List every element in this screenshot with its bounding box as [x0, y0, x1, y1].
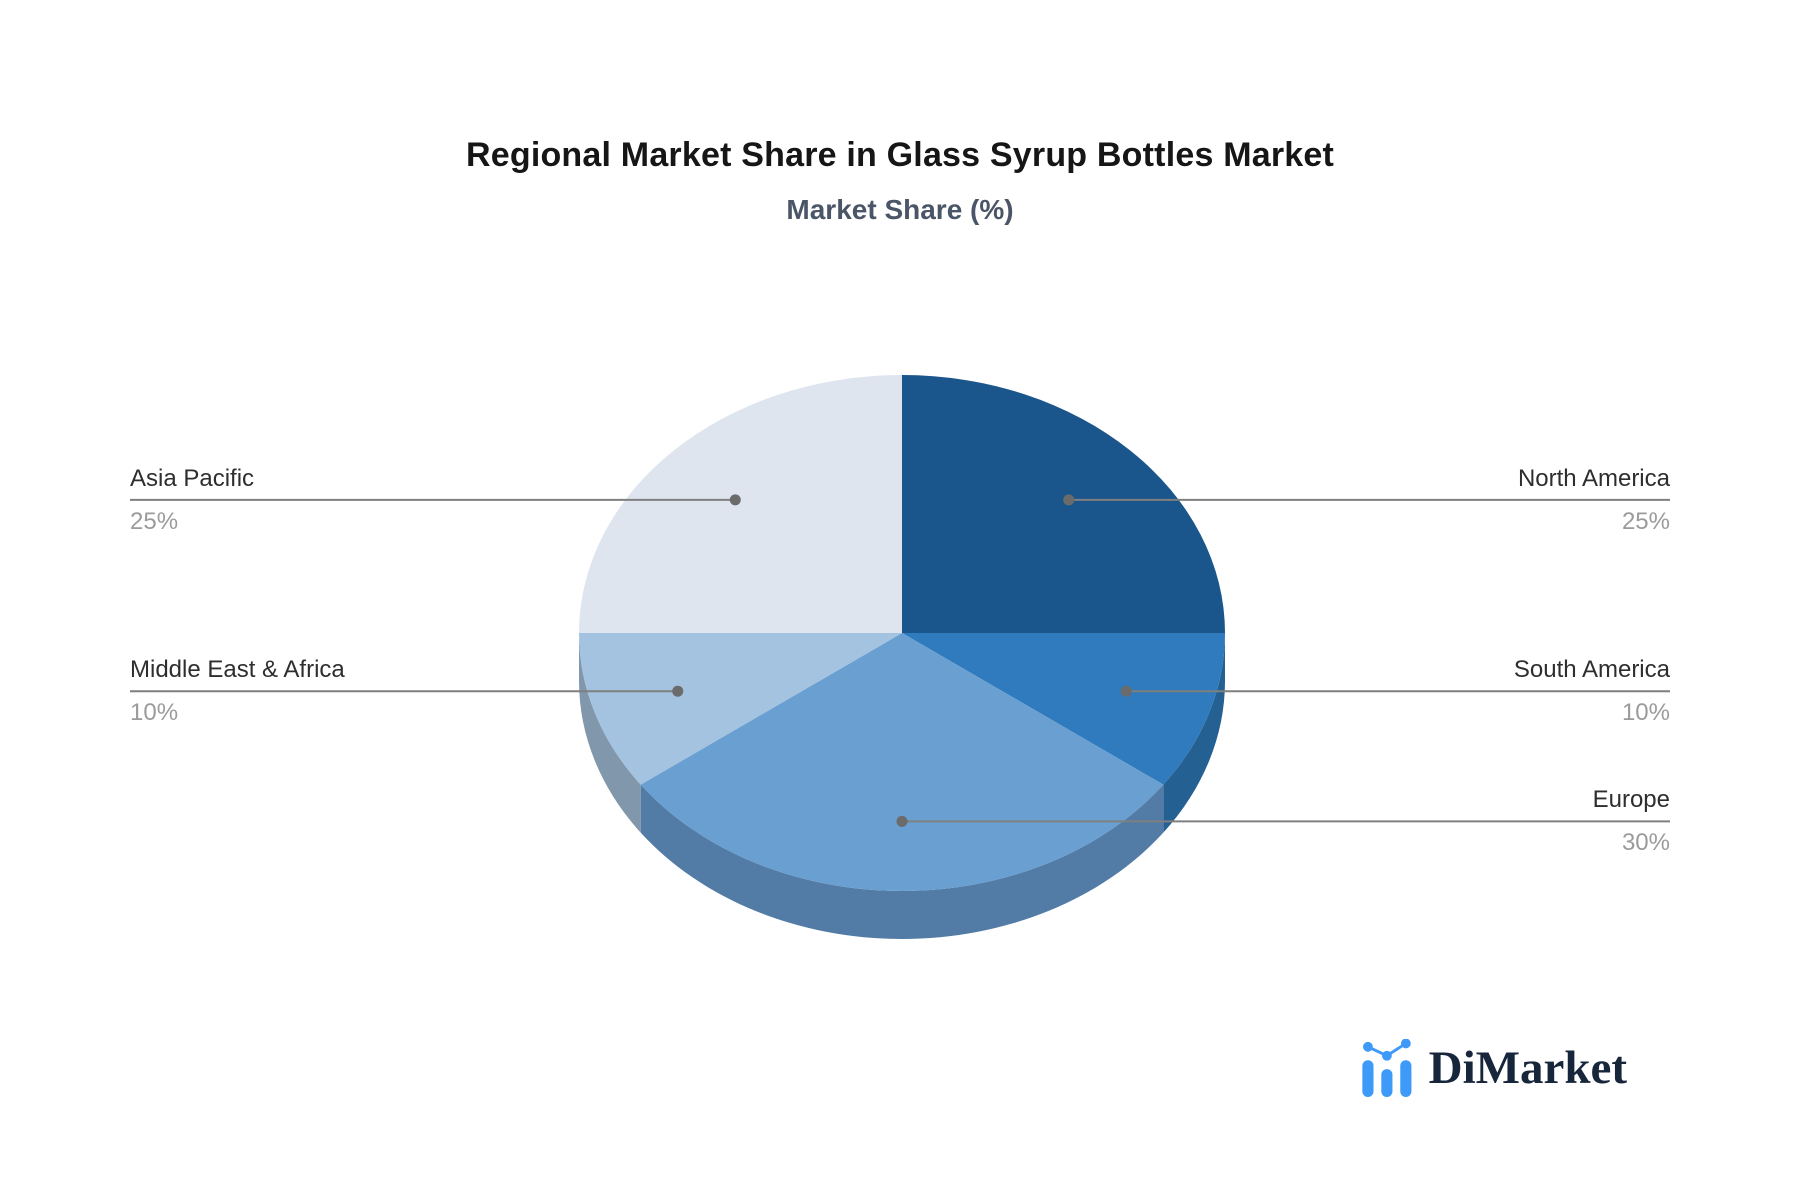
pie-slice-side-middle-east-africa: [579, 633, 641, 833]
slice-label-south-america: South America: [1513, 656, 1670, 684]
slice-label-europe: Europe: [1592, 786, 1670, 814]
dimarket-logo-text: DiMarket: [1428, 1042, 1627, 1094]
chart-title: Regional Market Share in Glass Syrup Bot…: [465, 136, 1335, 174]
connector-dot-middle-east-africa: [672, 685, 684, 697]
bar-chart-trend-icon: [1361, 1039, 1412, 1097]
slice-value-north-america: 25%: [1621, 507, 1670, 535]
connector-dot-asia-pacific: [729, 494, 741, 506]
pie-slice-north-america[interactable]: [902, 375, 1225, 633]
slice-label-north-america: North America: [1517, 464, 1670, 492]
connector-dot-north-america: [1063, 494, 1075, 506]
slice-value-europe: 30%: [1621, 829, 1670, 857]
dimarket-logo: DiMarket: [1361, 1036, 1627, 1100]
pie-slice-side-europe: [640, 784, 1164, 940]
pie-slice-asia-pacific[interactable]: [579, 375, 902, 633]
connector-dot-europe: [896, 815, 908, 827]
slice-value-asia-pacific: 25%: [130, 507, 179, 535]
slice-label-asia-pacific: Asia Pacific: [130, 464, 255, 492]
connector-dot-south-america: [1120, 685, 1132, 697]
slice-label-middle-east-africa: Middle East & Africa: [130, 656, 345, 684]
pie-slice-europe[interactable]: [640, 633, 1164, 891]
pie-slice-south-america[interactable]: [902, 633, 1225, 785]
pie-slice-middle-east-africa[interactable]: [579, 633, 902, 785]
pie-slice-side-south-america: [1163, 633, 1225, 833]
slice-value-south-america: 10%: [1621, 699, 1670, 727]
slice-value-middle-east-africa: 10%: [130, 699, 179, 727]
chart-subtitle: Market Share (%): [786, 194, 1014, 225]
